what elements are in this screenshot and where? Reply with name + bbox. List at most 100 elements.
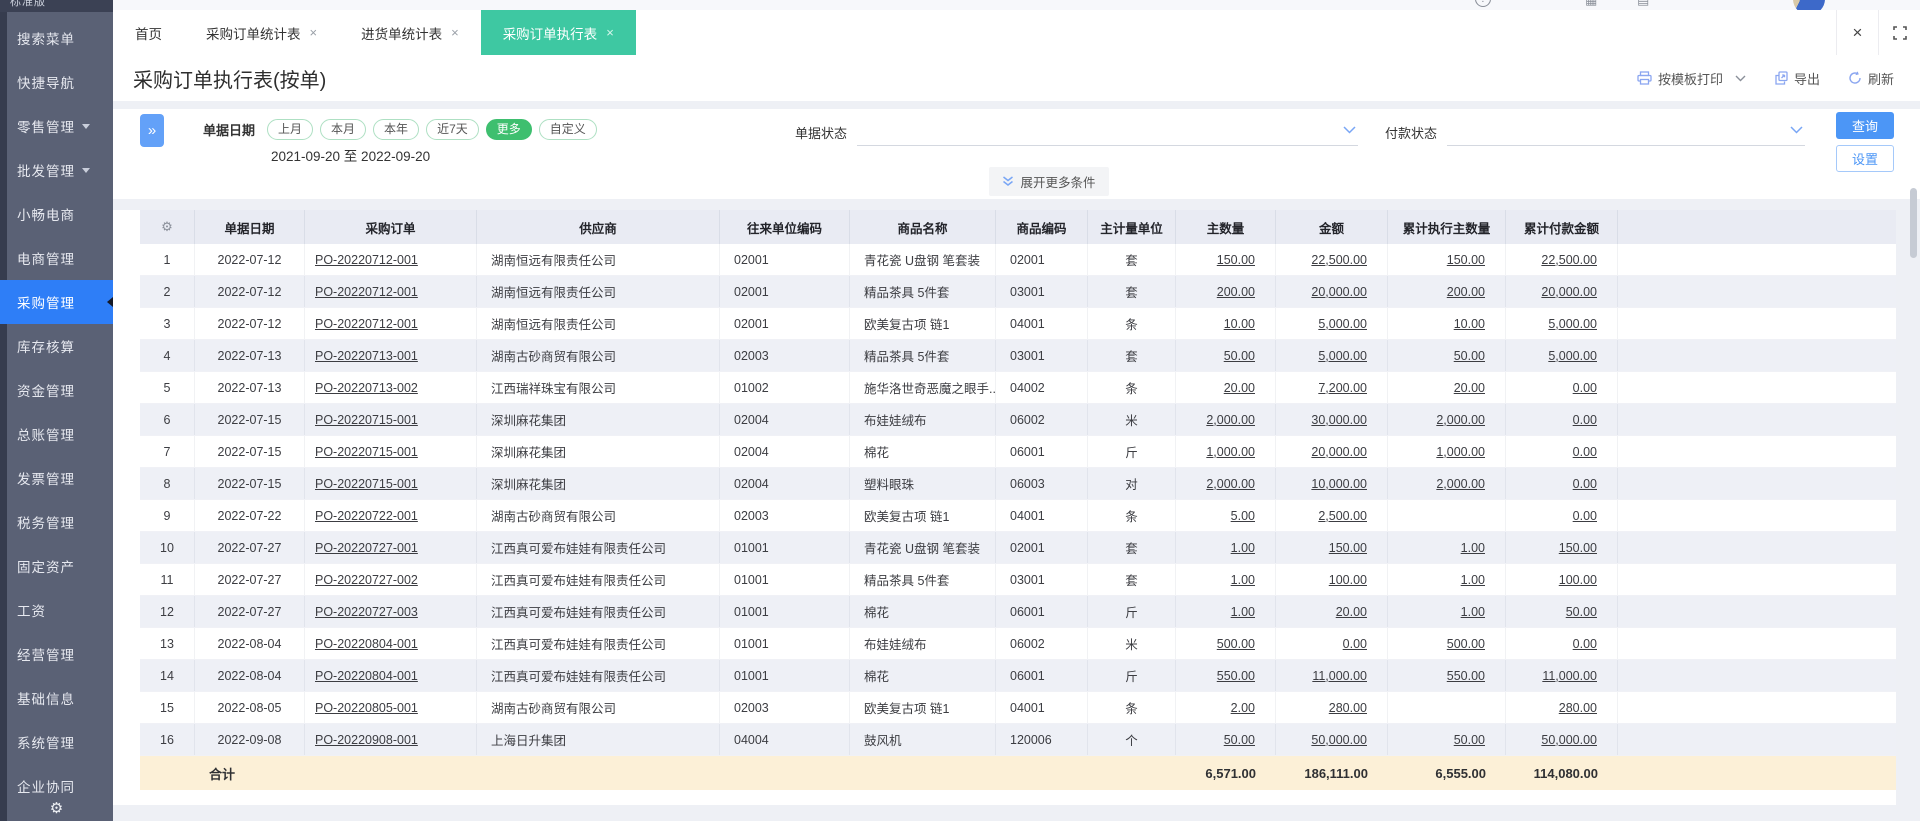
sidebar-settings-gear-icon[interactable]: ⚙ [49,800,64,817]
amount-link[interactable]: 20.00 [1223,380,1255,395]
pay-status-select[interactable] [1447,123,1805,146]
column-settings-gear-icon[interactable]: ⚙ [161,219,173,234]
amount-link[interactable]: 0.00 [1572,476,1597,491]
amount-link[interactable]: 50.00 [1453,732,1485,747]
amount-link[interactable]: 50.00 [1223,348,1255,363]
fullscreen-icon[interactable] [1878,10,1920,55]
amount-link[interactable]: 150.00 [1558,540,1597,555]
amount-link[interactable]: 150.00 [1328,540,1367,555]
amount-link[interactable]: 280.00 [1328,700,1367,715]
amount-link[interactable]: 500.00 [1216,636,1255,651]
tab-close-icon[interactable]: × [309,25,318,40]
amount-link[interactable]: 0.00 [1572,380,1597,395]
sidebar-item-invoice[interactable]: 发票管理 [0,456,113,500]
amount-link[interactable]: 150.00 [1446,252,1485,267]
amount-link[interactable]: 7,200.00 [1318,380,1367,395]
sidebar-item-fixed-assets[interactable]: 固定资产 [0,544,113,588]
amount-link[interactable]: 280.00 [1558,700,1597,715]
collapse-filter-button[interactable]: » [140,114,164,147]
po-link[interactable]: PO-20220712-001 [315,316,418,331]
close-icon[interactable]: × [1836,10,1878,55]
amount-link[interactable]: 1.00 [1460,604,1485,619]
amount-link[interactable]: 100.00 [1558,572,1597,587]
amount-link[interactable]: 50.00 [1223,732,1255,747]
sidebar-item-operations[interactable]: 经营管理 [0,632,113,676]
tab-po-execution[interactable]: 采购订单执行表 × [480,10,636,55]
sidebar-item-wholesale[interactable]: 批发管理 [0,148,113,192]
amount-link[interactable]: 0.00 [1572,412,1597,427]
po-link[interactable]: PO-20220715-001 [315,476,418,491]
po-link[interactable]: PO-20220713-002 [315,380,418,395]
user-avatar[interactable] [1793,0,1825,10]
scrollbar-thumb[interactable] [1910,188,1917,258]
amount-link[interactable]: 0.00 [1572,508,1597,523]
po-link[interactable]: PO-20220727-002 [315,572,418,587]
sidebar-item-funds[interactable]: 资金管理 [0,368,113,412]
date-preset-pill[interactable]: 本月 [320,119,367,140]
sidebar-item-ledger[interactable]: 总账管理 [0,412,113,456]
amount-link[interactable]: 2,000.00 [1436,476,1485,491]
amount-link[interactable]: 20,000.00 [1541,284,1597,299]
po-link[interactable]: PO-20220713-001 [315,348,418,363]
tab-po-stats[interactable]: 采购订单统计表 × [184,10,339,55]
amount-link[interactable]: 10.00 [1223,316,1255,331]
query-button[interactable]: 查询 [1836,112,1894,139]
po-link[interactable]: PO-20220715-001 [315,412,418,427]
amount-link[interactable]: 5,000.00 [1318,348,1367,363]
amount-link[interactable]: 5.00 [1230,508,1255,523]
amount-link[interactable]: 11,000.00 [1312,668,1367,683]
amount-link[interactable]: 1.00 [1230,540,1255,555]
amount-link[interactable]: 1.00 [1230,572,1255,587]
po-link[interactable]: PO-20220805-001 [315,700,418,715]
refresh-button[interactable]: 刷新 [1848,69,1894,88]
amount-link[interactable]: 50.00 [1565,604,1597,619]
po-link[interactable]: PO-20220804-001 [315,668,418,683]
amount-link[interactable]: 50.00 [1453,348,1485,363]
amount-link[interactable]: 200.00 [1446,284,1485,299]
sidebar-item-quick-nav[interactable]: 快捷导航 [0,60,113,104]
sidebar-item-ecommerce[interactable]: 电商管理 [0,236,113,280]
amount-link[interactable]: 1,000.00 [1206,444,1255,459]
sidebar-item-system[interactable]: 系统管理 [0,720,113,764]
apps-grid-icon[interactable]: ▦ [1585,0,1597,8]
help-icon[interactable]: ? [1475,0,1491,7]
amount-link[interactable]: 20.00 [1335,604,1367,619]
date-range-value[interactable]: 2021-09-20 至 2022-09-20 [271,149,431,164]
amount-link[interactable]: 20.00 [1453,380,1485,395]
tab-close-icon[interactable]: × [606,25,614,40]
amount-link[interactable]: 1.00 [1460,572,1485,587]
date-preset-more-pill[interactable]: 更多 [485,119,532,140]
amount-link[interactable]: 550.00 [1216,668,1255,683]
amount-link[interactable]: 150.00 [1216,252,1255,267]
amount-link[interactable]: 5,000.00 [1548,348,1597,363]
tab-inbound-stats[interactable]: 进货单统计表 × [339,10,481,55]
tab-close-icon[interactable]: × [451,25,459,40]
amount-link[interactable]: 2,000.00 [1206,412,1255,427]
settings-button[interactable]: 设置 [1836,145,1894,172]
amount-link[interactable]: 10.00 [1453,316,1485,331]
sidebar-item-payroll[interactable]: 工资 [0,588,113,632]
amount-link[interactable]: 0.00 [1572,636,1597,651]
amount-link[interactable]: 1,000.00 [1436,444,1485,459]
sidebar-item-search-menu[interactable]: 搜索菜单 [0,16,113,60]
amount-link[interactable]: 100.00 [1328,572,1367,587]
sidebar-item-purchase[interactable]: 采购管理 [0,280,113,324]
amount-link[interactable]: 2,000.00 [1206,476,1255,491]
amount-link[interactable]: 0.00 [1342,636,1367,651]
amount-link[interactable]: 50,000.00 [1541,732,1597,747]
po-link[interactable]: PO-20220727-001 [315,540,418,555]
date-preset-custom-pill[interactable]: 自定义 [538,119,597,140]
amount-link[interactable]: 20,000.00 [1311,284,1367,299]
po-link[interactable]: PO-20220727-003 [315,604,418,619]
notifications-icon[interactable]: ▤ [1637,0,1649,8]
amount-link[interactable]: 550.00 [1446,668,1485,683]
amount-link[interactable]: 1.00 [1230,604,1255,619]
amount-link[interactable]: 10,000.00 [1311,476,1367,491]
amount-link[interactable]: 30,000.00 [1311,412,1367,427]
po-link[interactable]: PO-20220804-001 [315,636,418,651]
amount-link[interactable]: 1.00 [1460,540,1485,555]
sidebar-item-inventory[interactable]: 库存核算 [0,324,113,368]
export-button[interactable]: 导出 [1774,69,1820,88]
amount-link[interactable]: 11,000.00 [1542,668,1597,683]
sidebar-item-collaboration[interactable]: 企业协同 [0,764,113,808]
